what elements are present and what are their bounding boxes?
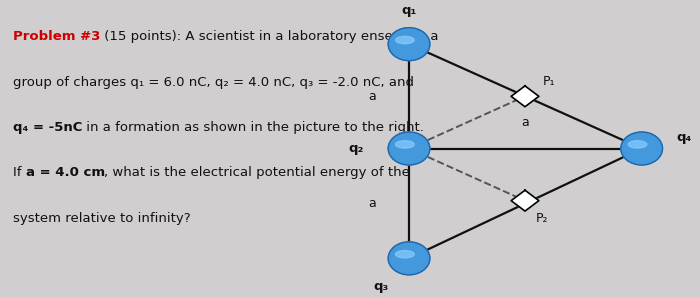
- Text: Problem #3: Problem #3: [13, 30, 101, 43]
- Text: system relative to infinity?: system relative to infinity?: [13, 212, 191, 225]
- Text: (15 points): A scientist in a laboratory ensemble a: (15 points): A scientist in a laboratory…: [100, 30, 438, 43]
- Text: in a formation as shown in the picture to the right.: in a formation as shown in the picture t…: [82, 121, 424, 134]
- Text: P₁: P₁: [542, 75, 555, 88]
- Text: a: a: [368, 90, 376, 103]
- Text: q₂: q₂: [349, 142, 364, 155]
- Text: q₃: q₃: [374, 280, 389, 293]
- Ellipse shape: [389, 242, 430, 275]
- Polygon shape: [511, 190, 539, 211]
- Ellipse shape: [395, 250, 414, 258]
- Text: q₄ = -5nC: q₄ = -5nC: [13, 121, 83, 134]
- Text: group of charges q₁ = 6.0 nC, q₂ = 4.0 nC, q₃ = -2.0 nC, and: group of charges q₁ = 6.0 nC, q₂ = 4.0 n…: [13, 76, 414, 89]
- Text: P₂: P₂: [536, 212, 548, 225]
- Text: a: a: [368, 197, 376, 210]
- Ellipse shape: [389, 132, 430, 165]
- Text: a: a: [522, 116, 529, 129]
- Text: a = 4.0 cm: a = 4.0 cm: [26, 166, 105, 179]
- Polygon shape: [511, 86, 539, 107]
- Ellipse shape: [628, 141, 647, 148]
- Ellipse shape: [621, 132, 662, 165]
- Ellipse shape: [395, 36, 414, 44]
- Ellipse shape: [395, 141, 414, 148]
- Text: q₁: q₁: [401, 4, 416, 17]
- Text: , what is the electrical potential energy of the: , what is the electrical potential energ…: [104, 166, 410, 179]
- Text: q₄: q₄: [676, 131, 692, 144]
- Text: If: If: [13, 166, 26, 179]
- Ellipse shape: [389, 28, 430, 61]
